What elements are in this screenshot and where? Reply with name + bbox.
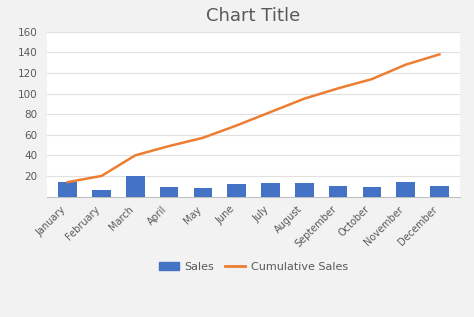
Bar (92, 190, 111, 197)
Title: Chart Title: Chart Title (207, 7, 301, 25)
Bar (193, 188, 212, 197)
Bar (228, 184, 246, 197)
Legend: Sales, Cumulative Sales: Sales, Cumulative Sales (155, 258, 353, 277)
Bar (396, 182, 415, 197)
Bar (295, 183, 314, 197)
Bar (160, 187, 178, 197)
Bar (261, 183, 280, 197)
Bar (430, 186, 449, 197)
Bar (363, 187, 381, 197)
Bar (126, 176, 145, 197)
Bar (58, 182, 77, 197)
Bar (329, 186, 347, 197)
